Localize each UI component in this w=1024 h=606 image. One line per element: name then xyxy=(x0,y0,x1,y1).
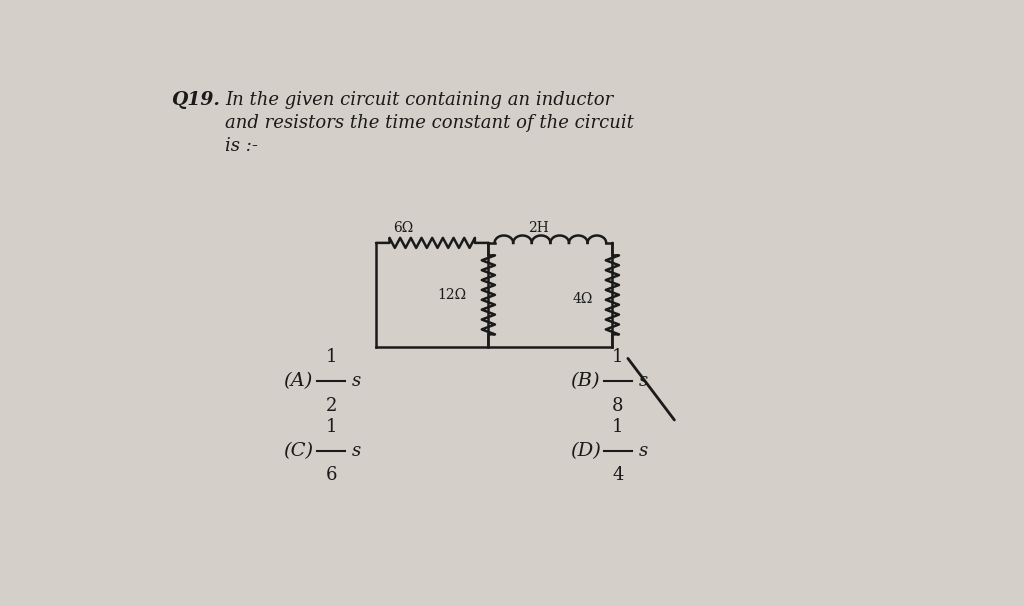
Text: (D): (D) xyxy=(569,442,601,460)
Text: 4Ω: 4Ω xyxy=(572,291,593,305)
Text: In the given circuit containing an inductor: In the given circuit containing an induc… xyxy=(225,91,613,109)
Text: (B): (B) xyxy=(569,373,599,390)
Text: s: s xyxy=(639,442,648,460)
Text: 1: 1 xyxy=(326,348,337,367)
Text: and resistors the time constant of the circuit: and resistors the time constant of the c… xyxy=(225,115,634,132)
Text: s: s xyxy=(352,442,361,460)
Text: s: s xyxy=(352,373,361,390)
Text: (C): (C) xyxy=(283,442,313,460)
Text: 12Ω: 12Ω xyxy=(437,288,467,302)
Text: 2: 2 xyxy=(326,396,337,415)
Text: 1: 1 xyxy=(612,418,624,436)
Text: 8: 8 xyxy=(612,396,624,415)
Text: is :-: is :- xyxy=(225,138,258,155)
Text: 6Ω: 6Ω xyxy=(393,221,414,235)
Text: 1: 1 xyxy=(326,418,337,436)
Text: s: s xyxy=(639,373,648,390)
Text: 2H: 2H xyxy=(528,221,549,235)
Text: 6: 6 xyxy=(326,466,337,484)
Text: (A): (A) xyxy=(283,373,312,390)
Text: 4: 4 xyxy=(612,466,624,484)
Text: 1: 1 xyxy=(612,348,624,367)
Text: Q19.: Q19. xyxy=(171,91,219,109)
